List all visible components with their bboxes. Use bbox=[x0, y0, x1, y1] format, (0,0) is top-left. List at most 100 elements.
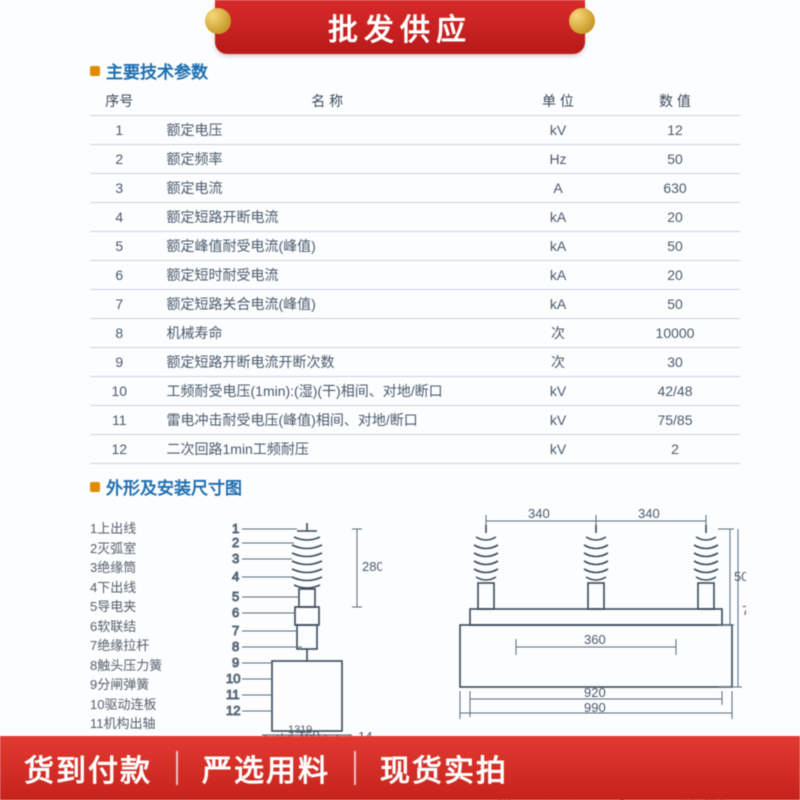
cell-name: 工频耐受电压(1min):(湿)(干)相间、对地/断口 bbox=[149, 377, 507, 406]
cell-name: 额定电流 bbox=[149, 174, 507, 203]
svg-text:11: 11 bbox=[226, 687, 240, 702]
cell-idx: 9 bbox=[90, 348, 149, 377]
cell-val: 50 bbox=[610, 145, 740, 174]
table-header-row: 序号 名 称 单 位 数 值 bbox=[90, 87, 740, 116]
cell-val: 630 bbox=[610, 174, 740, 203]
top-banner: 批发供应 bbox=[215, 0, 585, 54]
table-row: 2额定频率Hz50 bbox=[90, 145, 740, 174]
cell-val: 20 bbox=[610, 203, 740, 232]
cell-unit: 次 bbox=[506, 348, 610, 377]
legend-item: 4下出线 bbox=[90, 578, 169, 598]
th-val: 数 值 bbox=[610, 87, 740, 116]
cell-idx: 12 bbox=[90, 435, 149, 464]
table-row: 8机械寿命次10000 bbox=[90, 319, 740, 348]
cell-idx: 11 bbox=[90, 406, 149, 435]
table-row: 7额定短路关合电流(峰值)kA50 bbox=[90, 290, 740, 319]
svg-text:5: 5 bbox=[232, 589, 239, 604]
cell-unit: 次 bbox=[506, 319, 610, 348]
cell-unit: A bbox=[506, 174, 610, 203]
dim-500: 500 bbox=[734, 569, 746, 584]
cell-val: 12 bbox=[610, 116, 740, 145]
th-unit: 单 位 bbox=[506, 87, 610, 116]
svg-text:3: 3 bbox=[232, 551, 239, 566]
cell-unit: kV bbox=[506, 406, 610, 435]
cell-val: 2 bbox=[610, 435, 740, 464]
cell-idx: 6 bbox=[90, 261, 149, 290]
svg-text:10: 10 bbox=[226, 671, 240, 686]
bullet-icon bbox=[90, 482, 100, 492]
cell-val: 50 bbox=[610, 290, 740, 319]
table-row: 10工频耐受电压(1min):(湿)(干)相间、对地/断口kV42/48 bbox=[90, 377, 740, 406]
ribbon-text-left: 货到付款 bbox=[24, 746, 152, 790]
table-row: 5额定峰值耐受电流(峰值)kA50 bbox=[90, 232, 740, 261]
table-row: 6额定短时耐受电流kA20 bbox=[90, 261, 740, 290]
cell-idx: 2 bbox=[90, 145, 149, 174]
section-title-params-text: 主要技术参数 bbox=[106, 58, 208, 83]
cell-val: 50 bbox=[610, 232, 740, 261]
cell-name: 额定频率 bbox=[149, 145, 507, 174]
cell-idx: 3 bbox=[90, 174, 149, 203]
figure-section-view: 1 2 3 4 5 6 7 8 9 10 11 12 bbox=[202, 511, 382, 761]
table-row: 12二次回路1min工频耐压kV2 bbox=[90, 435, 740, 464]
cell-unit: kA bbox=[506, 261, 610, 290]
bullet-icon bbox=[90, 66, 100, 76]
cell-name: 额定峰值耐受电流(峰值) bbox=[149, 232, 507, 261]
dim-280: 280 bbox=[362, 559, 382, 574]
legend-item: 1上出线 bbox=[90, 519, 169, 539]
cell-name: 额定短路开断电流 bbox=[149, 203, 507, 232]
ribbon-separator bbox=[354, 751, 356, 785]
cell-name: 雷电冲击耐受电压(峰值)相间、对地/断口 bbox=[149, 406, 507, 435]
dim-340a: 340 bbox=[528, 506, 550, 521]
svg-text:1: 1 bbox=[232, 521, 239, 536]
legend-item: 9分闸弹簧 bbox=[90, 675, 169, 695]
section-title-dims-text: 外形及安装尺寸图 bbox=[106, 474, 242, 499]
cell-idx: 5 bbox=[90, 232, 149, 261]
cell-unit: kV bbox=[506, 435, 610, 464]
cell-unit: kV bbox=[506, 377, 610, 406]
cell-name: 额定短路开断电流开断次数 bbox=[149, 348, 507, 377]
cell-unit: Hz bbox=[506, 145, 610, 174]
cell-val: 30 bbox=[610, 348, 740, 377]
ribbon-separator bbox=[176, 751, 178, 785]
dim-13: 13 bbox=[288, 724, 300, 736]
cell-name: 额定短时耐受电流 bbox=[149, 261, 507, 290]
cell-name: 额定短路关合电流(峰值) bbox=[149, 290, 507, 319]
dim-990: 990 bbox=[584, 700, 606, 715]
cell-val: 20 bbox=[610, 261, 740, 290]
params-table: 序号 名 称 单 位 数 值 1额定电压kV12 2额定频率Hz50 3额定电流… bbox=[90, 87, 740, 464]
svg-text:6: 6 bbox=[232, 605, 239, 620]
content-area: 主要技术参数 序号 名 称 单 位 数 值 1额定电压kV12 2额定频率Hz5… bbox=[90, 52, 740, 800]
cell-idx: 10 bbox=[90, 377, 149, 406]
cell-val: 10000 bbox=[610, 319, 740, 348]
cell-idx: 7 bbox=[90, 290, 149, 319]
legend-item: 5导电夹 bbox=[90, 597, 169, 617]
cell-val: 75/85 bbox=[610, 406, 740, 435]
figure-front-elevation: 340 340 bbox=[446, 505, 746, 735]
th-idx: 序号 bbox=[90, 87, 149, 116]
dim-360: 360 bbox=[584, 632, 606, 647]
cell-unit: kA bbox=[506, 203, 610, 232]
cell-unit: kA bbox=[506, 232, 610, 261]
cell-idx: 8 bbox=[90, 319, 149, 348]
legend-item: 8触头压力簧 bbox=[90, 656, 169, 676]
bottom-ribbon: 货到付款 严选用料 现货实拍 bbox=[0, 736, 800, 800]
cell-val: 42/48 bbox=[610, 377, 740, 406]
svg-text:7: 7 bbox=[232, 623, 239, 638]
cell-idx: 1 bbox=[90, 116, 149, 145]
table-row: 9额定短路开断电流开断次数次30 bbox=[90, 348, 740, 377]
legend-item: 10驱动连板 bbox=[90, 695, 169, 715]
ribbon-text-right: 现货实拍 bbox=[380, 746, 508, 790]
svg-text:2: 2 bbox=[232, 535, 239, 550]
cell-unit: kV bbox=[506, 116, 610, 145]
svg-text:9: 9 bbox=[232, 655, 239, 670]
table-row: 11雷电冲击耐受电压(峰值)相间、对地/断口kV75/85 bbox=[90, 406, 740, 435]
dim-340b: 340 bbox=[638, 506, 660, 521]
table-row: 1额定电压kV12 bbox=[90, 116, 740, 145]
section-title-params: 主要技术参数 bbox=[90, 58, 740, 83]
page-root: 批发供应 主要技术参数 序号 名 称 单 位 数 值 1额定电压kV12 2额定… bbox=[0, 0, 800, 800]
legend-item: 3绝缘筒 bbox=[90, 558, 169, 578]
legend-item: 2灭弧室 bbox=[90, 539, 169, 559]
ribbon-text-mid: 严选用料 bbox=[202, 746, 330, 790]
cell-name: 二次回路1min工频耐压 bbox=[149, 435, 507, 464]
legend-item: 11机构出轴 bbox=[90, 714, 169, 734]
